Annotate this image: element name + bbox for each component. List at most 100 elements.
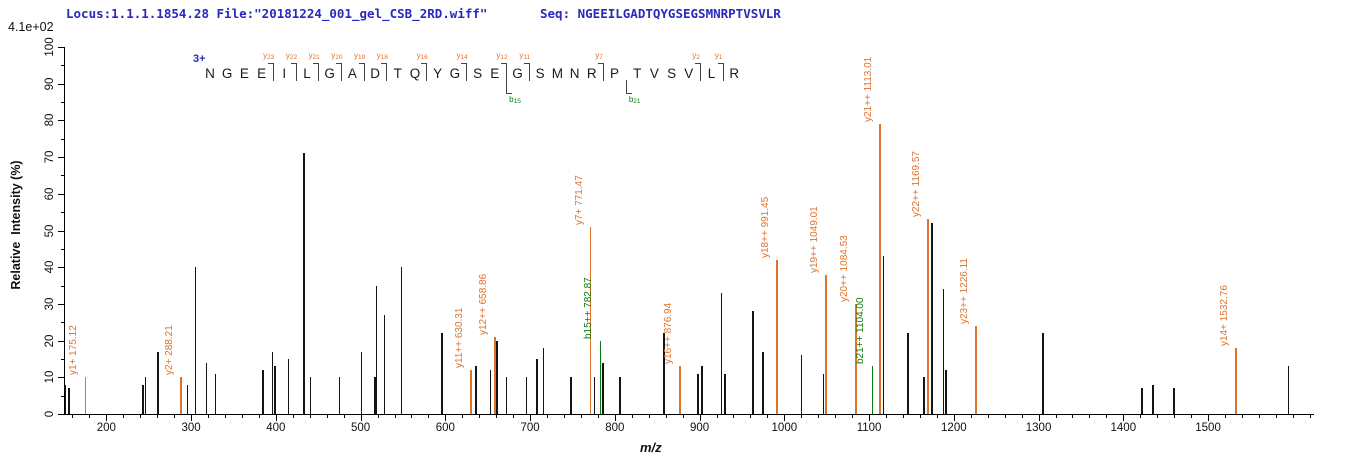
peak-label: y11++ 630.31 xyxy=(454,307,466,368)
spectrum-peak xyxy=(360,351,363,414)
peak-label: y22++ 1169.57 xyxy=(911,151,923,218)
x-axis-tick xyxy=(343,415,345,418)
spectrum-peak xyxy=(400,267,403,414)
y-ion-cut-mark xyxy=(598,63,604,81)
x-axis-tick-label: 1500 xyxy=(1195,422,1221,434)
spectrum-peak xyxy=(157,351,159,414)
y-ion-cut-mark xyxy=(523,63,530,81)
x-axis-line xyxy=(64,414,1314,415)
x-axis-tick xyxy=(1258,415,1260,418)
peak-label: y19++ 1049.01 xyxy=(808,205,820,273)
x-axis-tick xyxy=(428,415,430,418)
y-axis-tick xyxy=(61,212,64,214)
y-axis-tick-label: 0 xyxy=(44,410,56,418)
y-axis-tick xyxy=(58,414,64,415)
b-ion-peak xyxy=(599,340,602,414)
x-axis-tick xyxy=(818,415,820,418)
spectrum-peak xyxy=(375,285,378,414)
sequence-residue: E xyxy=(490,66,500,81)
sequence-residue: V xyxy=(649,66,659,81)
sequence-residue: G xyxy=(449,66,461,81)
x-axis-tick xyxy=(445,415,447,421)
peak-label: y12++ 658.86 xyxy=(478,273,490,335)
y-axis-tick xyxy=(61,65,64,67)
y-axis-tick xyxy=(58,83,64,85)
x-axis-tick xyxy=(1241,415,1243,418)
sequence-residue: S xyxy=(473,66,483,81)
x-axis-tick xyxy=(1191,415,1193,418)
x-axis-tick xyxy=(1021,415,1023,418)
x-axis-tick xyxy=(682,415,684,418)
spectrum-peak xyxy=(1141,388,1143,414)
spectrum-peak xyxy=(570,377,572,414)
y-ion-cut-mark xyxy=(267,63,274,81)
spectrum-peak xyxy=(701,366,703,414)
spectrum-peak xyxy=(303,153,305,414)
x-axis-tick xyxy=(1275,415,1277,418)
spectrum-peak xyxy=(214,373,217,414)
y-ion-cut-mark xyxy=(501,63,507,81)
y-ion-peak xyxy=(589,226,592,414)
spectrum-peak xyxy=(619,377,621,414)
x-axis-tick xyxy=(784,415,786,421)
spectrum-peak xyxy=(441,333,443,414)
x-axis-tick-label: 1000 xyxy=(771,422,798,434)
x-axis-tick-label: 300 xyxy=(181,422,201,434)
spectrum-peak xyxy=(602,362,604,414)
x-axis-tick xyxy=(1157,415,1159,418)
b-ion-peak xyxy=(871,366,874,414)
x-axis-tick xyxy=(191,415,193,421)
y-axis-tick xyxy=(58,120,64,122)
spectrum-peak xyxy=(907,333,909,414)
y-axis-tick-label: 50 xyxy=(44,224,56,237)
peak-label: y18++ 991.45 xyxy=(760,196,772,258)
spectrum-peak xyxy=(882,256,885,414)
header-peptide-sequence: Seq: NGEEILGADTQYGSEGSMNRPTVSVLR xyxy=(540,6,781,21)
y-ion-cut-label: y12 xyxy=(496,51,508,61)
spectrum-peak xyxy=(1152,384,1154,414)
x-axis-tick xyxy=(767,415,769,418)
spectrum-peak xyxy=(489,369,492,414)
spectrum-peak xyxy=(68,388,70,414)
spectrum-peak xyxy=(64,384,67,414)
x-axis-tick xyxy=(886,415,888,418)
sequence-residue: G xyxy=(512,66,523,81)
x-axis-tick xyxy=(292,415,294,418)
sequence-residue: E xyxy=(257,66,267,81)
y-axis-tick-label: 90 xyxy=(44,77,56,91)
y-axis-tick-label: 100 xyxy=(44,37,56,57)
y-axis-tick-label: 60 xyxy=(44,187,56,201)
spectrum-peak xyxy=(383,314,386,414)
y-axis-tick-label: 80 xyxy=(44,114,56,127)
y-axis-tick xyxy=(61,138,64,140)
spectrum-peak xyxy=(1042,333,1044,414)
x-axis-tick xyxy=(665,415,667,418)
x-axis-tick xyxy=(72,415,74,418)
x-axis-tick xyxy=(1225,415,1227,418)
spectrum-peak xyxy=(338,377,341,414)
sequence-residue: S xyxy=(535,66,545,81)
y-axis-tick-label: 40 xyxy=(44,260,56,274)
spectrum-peak xyxy=(287,358,290,414)
y-ion-cut-label: y18 xyxy=(376,51,388,61)
x-axis-tick xyxy=(530,415,532,421)
x-axis-tick xyxy=(919,415,921,418)
y-ion-cut-label: y21 xyxy=(308,51,320,61)
y-ion-cut-mark xyxy=(381,63,388,81)
spectrum-peak xyxy=(752,311,754,414)
y-ion-cut-mark xyxy=(358,63,365,81)
x-axis-tick xyxy=(496,415,498,418)
x-axis-tick xyxy=(309,415,311,418)
y-ion-cut-mark xyxy=(421,63,428,81)
x-axis-tick xyxy=(564,415,565,418)
y-ion-peak xyxy=(879,124,881,414)
peak-label: b15++ 782.87 xyxy=(583,276,595,339)
x-axis-tick xyxy=(326,415,328,418)
spectrum-peak xyxy=(205,362,208,414)
x-axis-tick xyxy=(106,415,108,421)
y-ion-peak xyxy=(927,219,929,414)
spectrum-peak xyxy=(142,384,144,414)
y-ion-peak xyxy=(84,377,87,414)
x-axis-tick xyxy=(462,415,464,418)
y-ion-peak xyxy=(825,274,827,414)
